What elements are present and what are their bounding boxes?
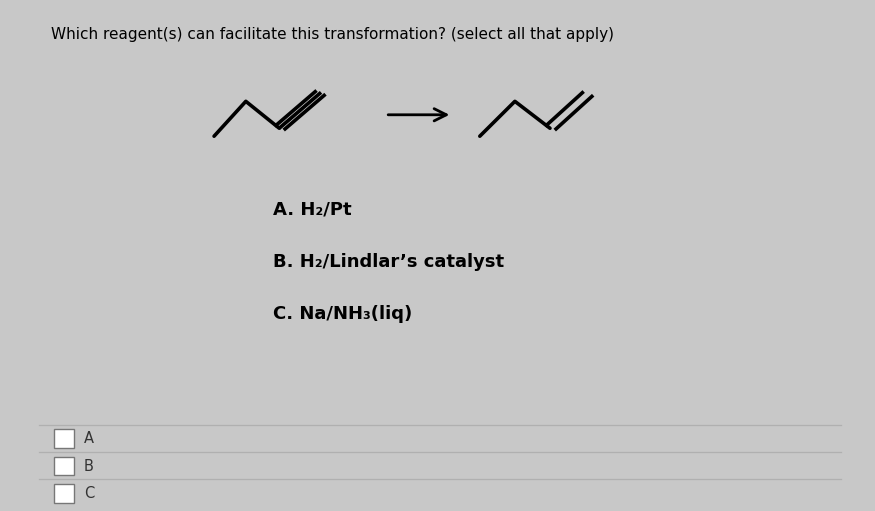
Bar (53, 456, 74, 476)
Text: A. H₂/Pt: A. H₂/Pt (273, 200, 351, 218)
Text: A: A (84, 431, 94, 446)
Text: C: C (84, 486, 94, 501)
Text: B. H₂/Lindlar’s catalyst: B. H₂/Lindlar’s catalyst (273, 253, 504, 271)
Bar (53, 484, 74, 503)
Text: C. Na/NH₃(liq): C. Na/NH₃(liq) (273, 305, 412, 323)
Text: B: B (84, 458, 94, 474)
Text: Which reagent(s) can facilitate this transformation? (select all that apply): Which reagent(s) can facilitate this tra… (51, 27, 614, 41)
Bar (53, 429, 74, 448)
